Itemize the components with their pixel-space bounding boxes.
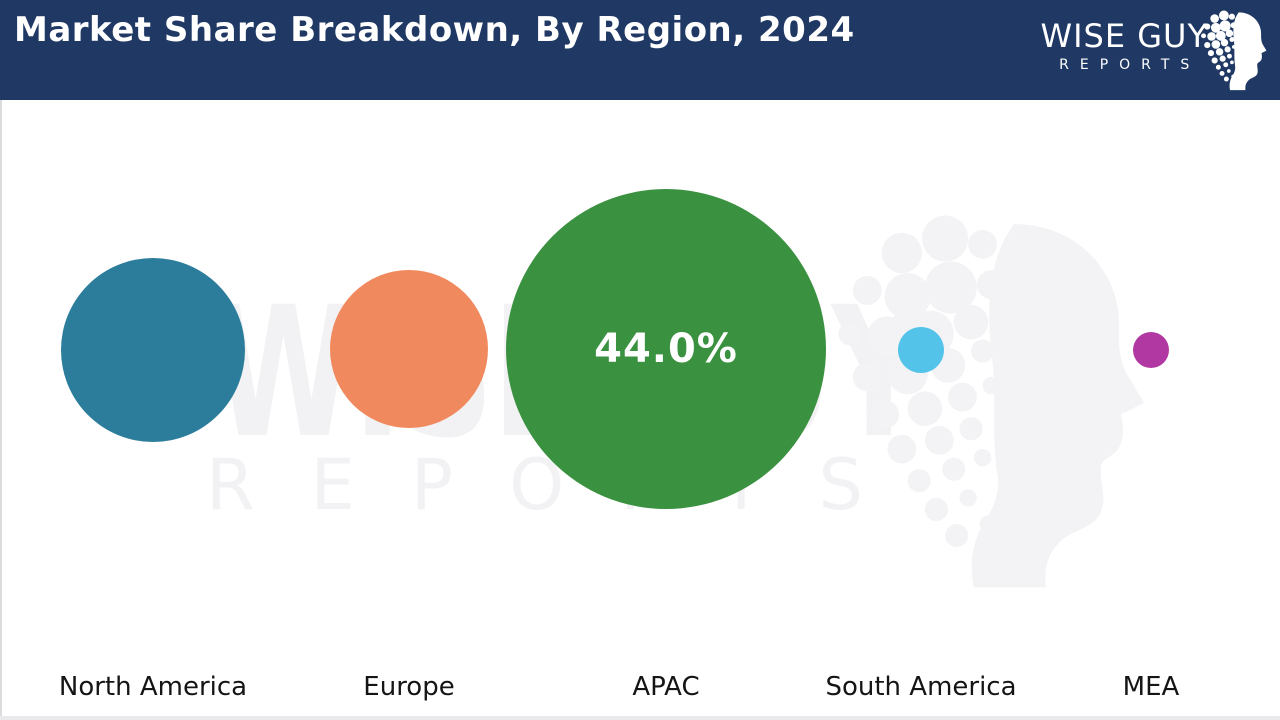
watermark-head-icon <box>838 215 1145 588</box>
category-label-mea: MEA <box>1122 672 1180 702</box>
bubble-apac: 44.0% <box>506 189 826 509</box>
header-bar: Market Share Breakdown, By Region, 2024 … <box>0 0 1280 100</box>
left-frame-line <box>0 100 2 720</box>
brand-logo-subtext: REPORTS <box>1059 56 1201 73</box>
brand-head-icon <box>1201 10 1267 91</box>
bubble-europe <box>330 270 488 428</box>
bubble-mea <box>1133 332 1169 368</box>
brand-logo-text: WISE GUY <box>1040 17 1208 55</box>
brand-logo: WISE GUY REPORTS <box>1040 17 1208 73</box>
category-label-south-america: South America <box>825 672 1017 702</box>
page-title: Market Share Breakdown, By Region, 2024 <box>14 10 855 50</box>
bottom-frame-line <box>0 716 1280 720</box>
bubble-north-america <box>61 258 245 442</box>
category-label-apac: APAC <box>632 672 700 702</box>
category-label-north-america: North America <box>58 672 248 702</box>
bubble-value-label-apac: 44.0% <box>594 326 738 372</box>
bubble-chart: WISE GUY REPORTS 44.0% North AmericaEuro… <box>0 100 1280 720</box>
bubble-south-america <box>898 327 944 373</box>
category-label-europe: Europe <box>363 672 455 702</box>
